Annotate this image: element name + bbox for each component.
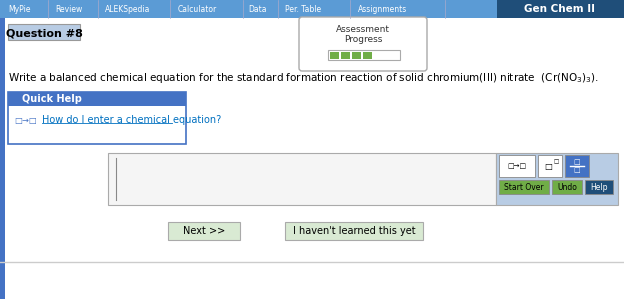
Text: Progress: Progress (344, 36, 382, 45)
Text: Write a balanced chemical equation for the standard formation reaction of solid : Write a balanced chemical equation for t… (8, 71, 598, 85)
FancyBboxPatch shape (299, 17, 427, 71)
Bar (8, 92, 186, 106)
Bar (8, 24, 80, 40)
Text: Review: Review (55, 4, 82, 13)
Text: □: □ (544, 161, 552, 170)
Bar (285, 222, 423, 240)
Text: MyPie: MyPie (8, 4, 31, 13)
Text: ALEKSpedia: ALEKSpedia (105, 4, 150, 13)
Bar (168, 222, 240, 240)
Text: Quick Help: Quick Help (22, 94, 82, 104)
Text: □→□: □→□ (507, 163, 527, 169)
Bar (565, 155, 589, 177)
Text: Assignments: Assignments (358, 4, 407, 13)
Bar (585, 180, 613, 194)
Text: Undo: Undo (557, 182, 577, 191)
Bar (8, 92, 186, 144)
Bar (108, 153, 496, 205)
Text: Next >>: Next >> (183, 226, 225, 236)
Bar (497, 0, 624, 18)
Text: Start Over: Start Over (504, 182, 544, 191)
Bar (330, 51, 339, 59)
Bar (496, 153, 618, 205)
Bar (341, 51, 350, 59)
Text: Assessment: Assessment (336, 25, 390, 34)
Text: □: □ (573, 159, 580, 165)
Bar (328, 50, 400, 60)
Bar (499, 155, 535, 177)
Text: How do I enter a chemical equation?: How do I enter a chemical equation? (42, 115, 222, 125)
Text: Calculator: Calculator (178, 4, 217, 13)
Bar (538, 155, 562, 177)
Bar (552, 180, 582, 194)
Bar (499, 180, 549, 194)
Text: Data: Data (248, 4, 266, 13)
Text: □→□: □→□ (14, 115, 37, 124)
Text: Question #8: Question #8 (6, 28, 82, 38)
Bar (352, 51, 361, 59)
Text: Per. Table: Per. Table (285, 4, 321, 13)
Text: Help: Help (590, 182, 608, 191)
Text: □: □ (573, 167, 580, 173)
Bar (363, 51, 372, 59)
Bar (0, 18, 5, 299)
Bar (0, 0, 624, 18)
Text: Gen Chem II: Gen Chem II (525, 4, 595, 14)
Text: □: □ (553, 159, 558, 164)
Text: I haven't learned this yet: I haven't learned this yet (293, 226, 416, 236)
